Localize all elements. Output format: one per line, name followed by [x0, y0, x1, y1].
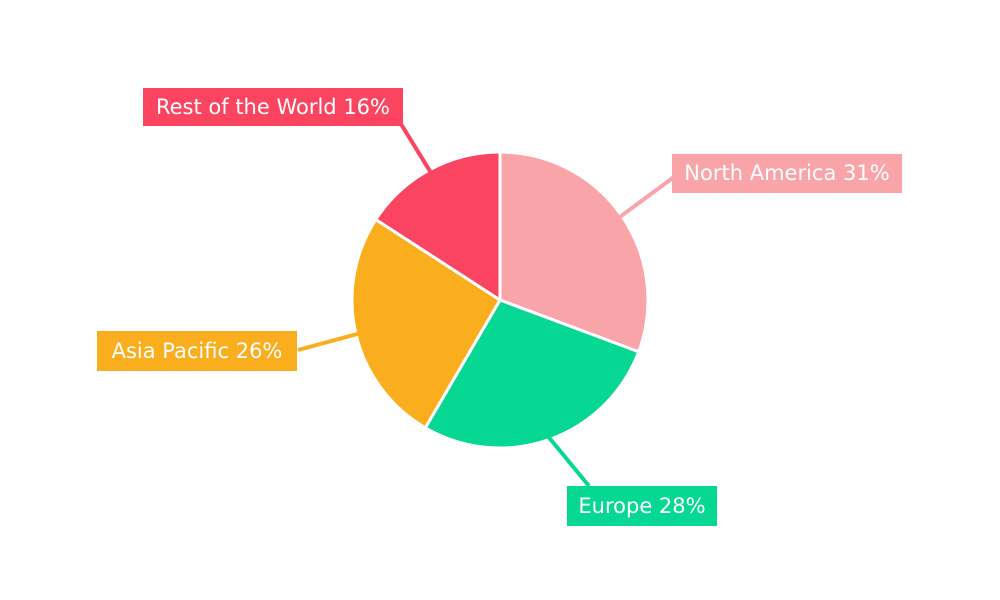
callout-label-north-america: North America 31%	[672, 154, 902, 193]
callout-label-asia-pacific: Asia Pacific 26%	[97, 331, 297, 371]
leader-line-north-america	[618, 175, 676, 219]
callout-label-rest-of-the-world: Rest of the World 16%	[143, 88, 403, 126]
leader-line-asia-pacific	[297, 331, 359, 352]
leader-line-rest-of-the-world	[399, 122, 433, 173]
leader-line-europe	[547, 436, 591, 488]
callout-label-europe: Europe 28%	[567, 486, 717, 526]
